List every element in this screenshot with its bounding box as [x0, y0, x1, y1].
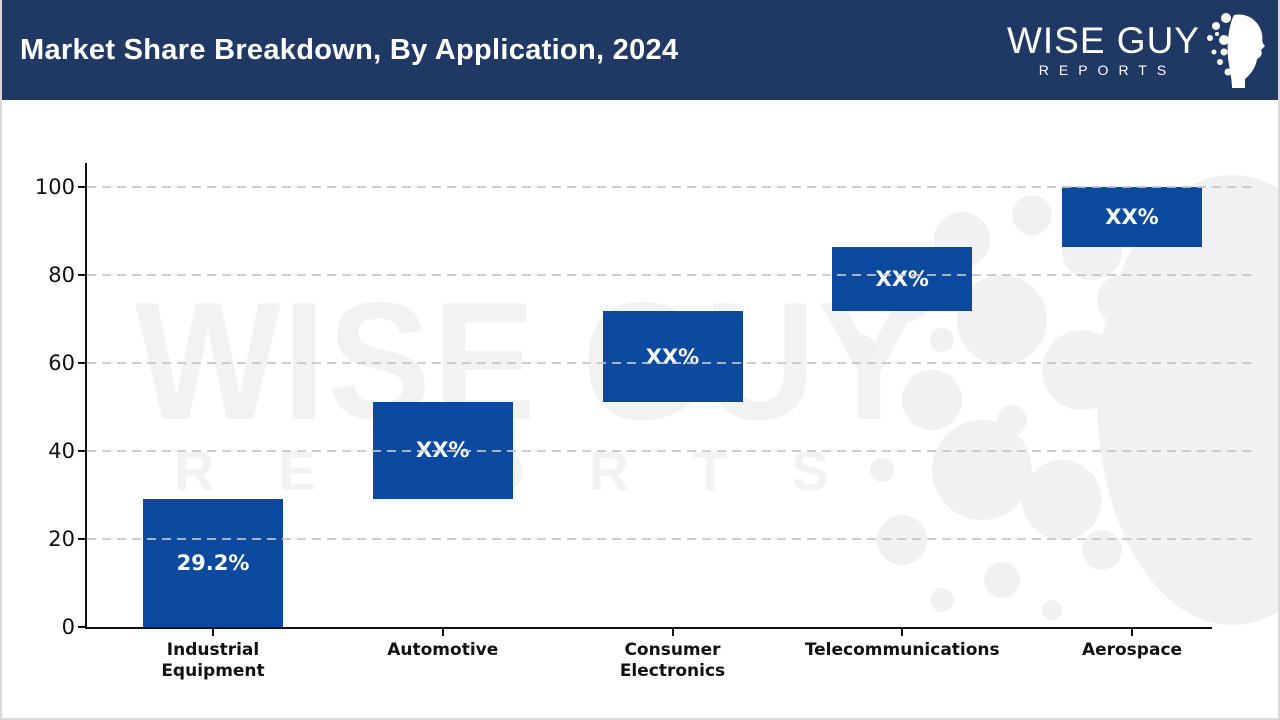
gridline-y-60 [87, 362, 1256, 364]
x-axis-label-telecommunications: Telecommunications [804, 640, 1000, 660]
bar-value-label: XX% [875, 266, 929, 291]
x-axis-label-industrial-equipment: Industrial Equipment [161, 640, 265, 681]
bar-industrial-equipment: 29.2% [143, 498, 283, 627]
y-axis-line [85, 163, 87, 629]
x-axis-label-aerospace: Aerospace [1081, 640, 1183, 660]
y-tick-label: 80 [48, 263, 75, 287]
gridline-y-20 [87, 538, 1256, 540]
logo-subtitle: REPORTS [1038, 61, 1177, 78]
y-tick-mark [78, 274, 87, 276]
gridline-y-40 [87, 450, 1256, 452]
x-tick-mark [441, 628, 444, 636]
y-tick-mark [78, 538, 87, 540]
bar-consumer-electronics: XX% [602, 311, 743, 403]
bar-telecommunications: XX% [832, 246, 973, 312]
dotted-head-icon [1207, 13, 1265, 88]
y-tick-mark [78, 450, 87, 452]
page-title: Market Share Breakdown, By Application, … [20, 33, 679, 66]
y-tick-label: 40 [48, 439, 75, 463]
x-tick-mark [212, 628, 214, 636]
x-tick-mark [1131, 628, 1133, 636]
y-tick-label: 60 [48, 351, 75, 375]
logo-text: WISE GUY REPORTS [1006, 19, 1200, 78]
y-tick-mark [78, 186, 87, 188]
y-tick-label: 0 [61, 615, 75, 639]
gridline-y-100 [87, 186, 1256, 188]
x-tick-mark [901, 628, 904, 636]
gridline-y-80 [87, 274, 1256, 276]
y-tick-mark [78, 626, 87, 628]
wise-guy-reports-logo: WISE GUY REPORTS [1007, 10, 1268, 88]
bar-value-label: 29.2% [176, 550, 250, 575]
bar-value-label: XX% [645, 344, 700, 369]
bar-aerospace: XX% [1062, 187, 1202, 247]
y-tick-label: 20 [48, 527, 75, 551]
watermark-dotted-head [847, 175, 1278, 625]
x-axis-line [85, 627, 1212, 629]
watermark-wordmark: WISE GUY [135, 267, 923, 455]
y-tick-mark [78, 362, 87, 364]
logo-wordmark: WISE GUY [1006, 19, 1200, 61]
x-axis-label-automotive: Automotive [387, 640, 499, 660]
x-tick-mark [671, 628, 674, 636]
x-axis-label-consumer-electronics: Consumer Electronics [619, 640, 726, 681]
y-tick-label: 100 [34, 175, 75, 199]
watermark-subtitle: REPORTS [174, 439, 893, 502]
bar-value-label: XX% [1105, 204, 1159, 229]
header-bar: Market Share Breakdown, By Application, … [2, 0, 1278, 100]
